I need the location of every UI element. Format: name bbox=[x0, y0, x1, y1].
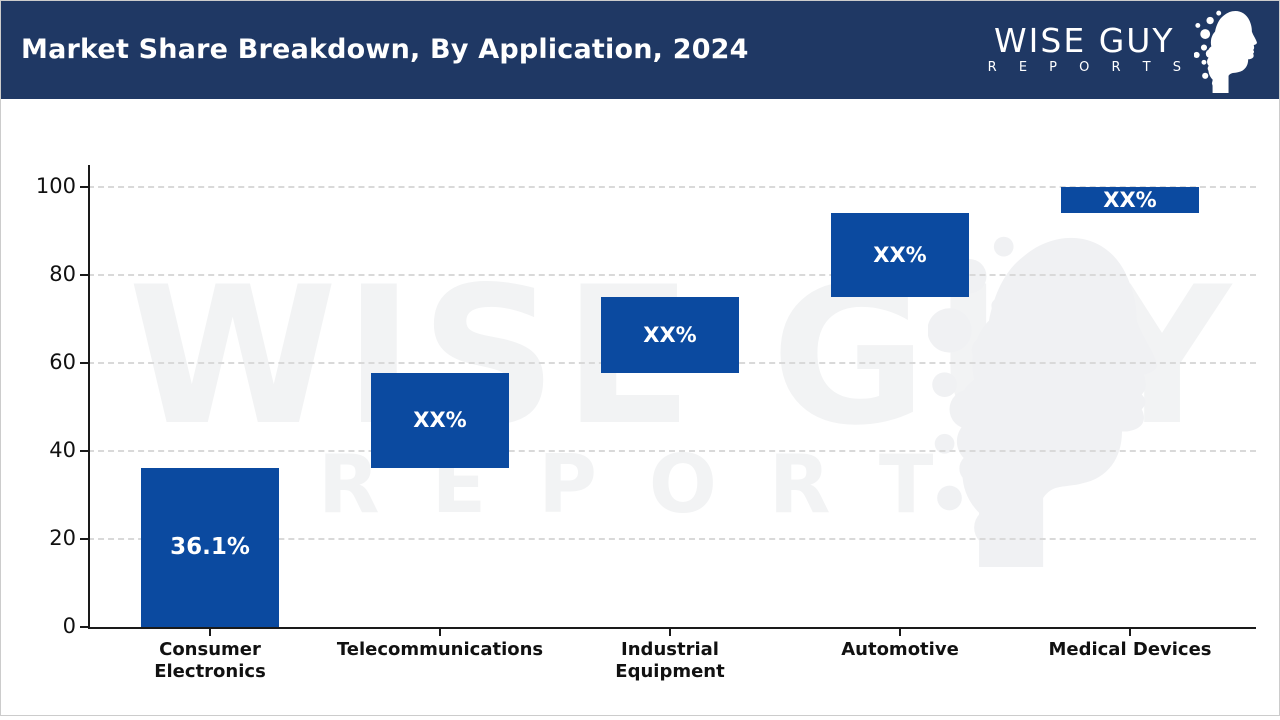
x-tick bbox=[439, 628, 441, 636]
bar: XX% bbox=[601, 297, 739, 374]
bar-label: XX% bbox=[643, 322, 697, 347]
gridline bbox=[88, 186, 1256, 188]
x-axis-label-line: Consumer bbox=[159, 639, 261, 660]
page-title: Market Share Breakdown, By Application, … bbox=[21, 34, 749, 65]
gridline bbox=[88, 274, 1256, 276]
x-axis-label-line: Automotive bbox=[841, 639, 959, 660]
y-tick bbox=[80, 362, 88, 364]
x-axis-label-line: Electronics bbox=[154, 661, 266, 682]
x-tick bbox=[1129, 628, 1131, 636]
gridline bbox=[88, 450, 1256, 452]
bar: XX% bbox=[1061, 187, 1199, 214]
y-tick-label: 20 bbox=[49, 526, 76, 550]
x-axis-line bbox=[88, 627, 1256, 629]
brand-logo: WISE GUY R E P O R T S bbox=[979, 7, 1268, 93]
bar-label: XX% bbox=[873, 242, 927, 267]
x-axis-label: Telecommunications bbox=[325, 639, 555, 661]
x-axis-label: Industrial Equipment bbox=[555, 639, 785, 683]
y-tick bbox=[80, 450, 88, 452]
x-tick bbox=[899, 628, 901, 636]
bar-label: 36.1% bbox=[170, 534, 250, 561]
y-tick bbox=[80, 274, 88, 276]
bar-label: XX% bbox=[413, 408, 467, 433]
brand-wordmark-line2: R E P O R T S bbox=[987, 59, 1190, 75]
x-axis-label-line: Telecommunications bbox=[336, 639, 544, 660]
y-tick-label: 0 bbox=[62, 614, 76, 638]
header: Market Share Breakdown, By Application, … bbox=[0, 0, 1280, 99]
y-tick bbox=[80, 186, 88, 188]
y-tick bbox=[80, 538, 88, 540]
y-axis-line bbox=[88, 165, 90, 629]
y-tick-label: 80 bbox=[49, 262, 76, 286]
x-tick bbox=[209, 628, 211, 636]
bar: XX% bbox=[371, 373, 509, 469]
brand-head-icon bbox=[1194, 10, 1257, 93]
brand-wordmark: WISE GUY R E P O R T S bbox=[979, 20, 1190, 76]
x-tick bbox=[669, 628, 671, 636]
y-tick-label: 40 bbox=[49, 438, 76, 462]
bar-label: XX% bbox=[1103, 187, 1157, 212]
y-tick bbox=[80, 626, 88, 628]
x-axis-label-line: Medical Devices bbox=[1048, 639, 1212, 660]
bar: 36.1% bbox=[141, 468, 279, 627]
watermark-head-icon bbox=[928, 236, 1157, 567]
gridline bbox=[88, 538, 1256, 540]
y-tick-label: 60 bbox=[49, 350, 76, 374]
bar: XX% bbox=[831, 213, 969, 297]
x-axis-label: Medical Devices bbox=[1015, 639, 1245, 661]
x-axis-label: Consumer Electronics bbox=[95, 639, 325, 683]
x-axis-label-line: Equipment bbox=[615, 661, 725, 682]
x-axis-label-line: Industrial bbox=[621, 639, 719, 660]
brand-wordmark-line1: WISE GUY bbox=[994, 20, 1175, 60]
y-tick-label: 100 bbox=[35, 174, 76, 198]
x-axis-label: Automotive bbox=[785, 639, 1015, 661]
